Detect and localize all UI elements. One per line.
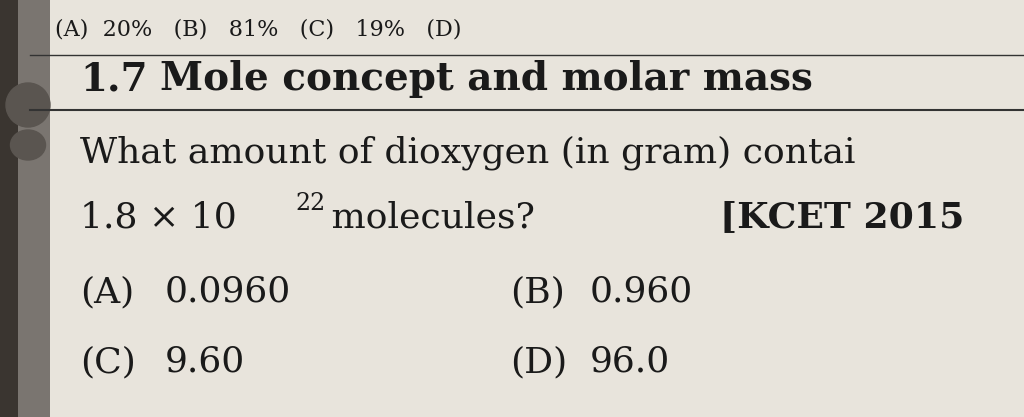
Text: 1.8 × 10: 1.8 × 10 xyxy=(80,200,237,234)
Text: molecules?: molecules? xyxy=(319,200,535,234)
Text: (A): (A) xyxy=(80,275,134,309)
Text: 96.0: 96.0 xyxy=(590,345,671,379)
Text: 0.0960: 0.0960 xyxy=(165,275,291,309)
Text: 0.960: 0.960 xyxy=(590,275,693,309)
Text: (A)  20%   (B)   81%   (C)   19%   (D): (A) 20% (B) 81% (C) 19% (D) xyxy=(55,18,462,40)
Text: 22: 22 xyxy=(295,192,326,215)
Text: Mole concept and molar mass: Mole concept and molar mass xyxy=(160,60,813,98)
Text: [KCET 2015: [KCET 2015 xyxy=(720,200,965,234)
Text: 9.60: 9.60 xyxy=(165,345,246,379)
Circle shape xyxy=(6,83,50,127)
FancyBboxPatch shape xyxy=(0,0,50,417)
Text: What amount of dioxygen (in gram) contai: What amount of dioxygen (in gram) contai xyxy=(80,135,855,170)
Text: 1.7: 1.7 xyxy=(80,60,147,98)
Text: (B): (B) xyxy=(510,275,565,309)
Ellipse shape xyxy=(10,130,45,160)
Text: (C): (C) xyxy=(80,345,136,379)
FancyBboxPatch shape xyxy=(30,0,1024,417)
FancyBboxPatch shape xyxy=(0,0,18,417)
Text: (D): (D) xyxy=(510,345,567,379)
